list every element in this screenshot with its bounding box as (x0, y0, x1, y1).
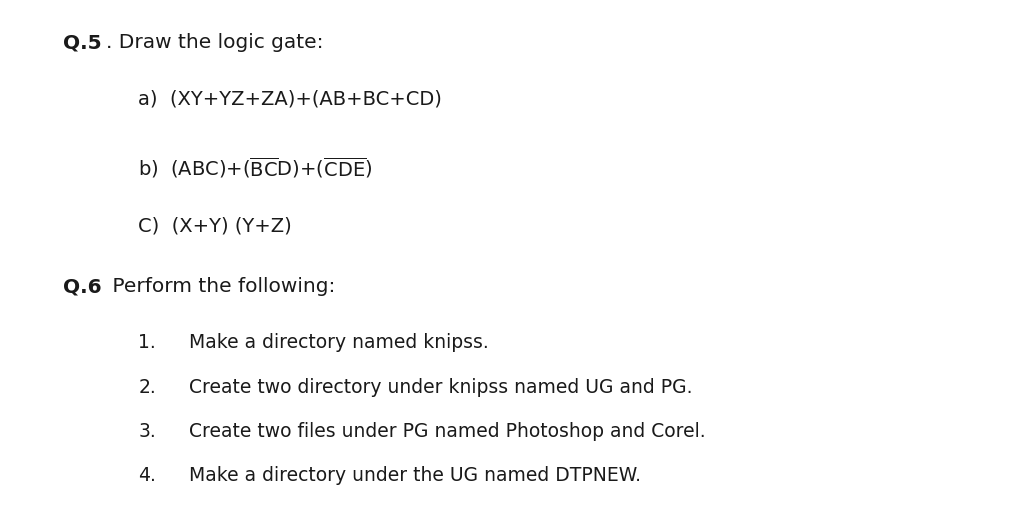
Text: 3.: 3. (138, 422, 156, 441)
Text: Q.5: Q.5 (63, 33, 102, 52)
Text: 4.: 4. (138, 466, 156, 485)
Text: Make a directory under the UG named DTPNEW.: Make a directory under the UG named DTPN… (189, 466, 641, 485)
Text: C)  (X+Y) (Y+Z): C) (X+Y) (Y+Z) (138, 216, 292, 235)
Text: . Draw the logic gate:: . Draw the logic gate: (106, 33, 324, 52)
Text: Create two files under PG named Photoshop and Corel.: Create two files under PG named Photosho… (189, 422, 707, 441)
Text: 2.: 2. (138, 378, 156, 397)
Text: a)  (XY+YZ+ZA)+(AB+BC+CD): a) (XY+YZ+ZA)+(AB+BC+CD) (138, 89, 442, 108)
Text: Perform the following:: Perform the following: (106, 277, 336, 296)
Text: b)  (ABC)+($\mathregular{\overline{B}}$$\mathregular{\overline{C}}$D)+($\mathreg: b) (ABC)+($\mathregular{\overline{B}}$$\… (138, 155, 373, 180)
Text: Create two directory under knipss named UG and PG.: Create two directory under knipss named … (189, 378, 693, 397)
Text: 1.: 1. (138, 333, 156, 352)
Text: Q.6: Q.6 (63, 277, 102, 296)
Text: Make a directory named knipss.: Make a directory named knipss. (189, 333, 489, 352)
